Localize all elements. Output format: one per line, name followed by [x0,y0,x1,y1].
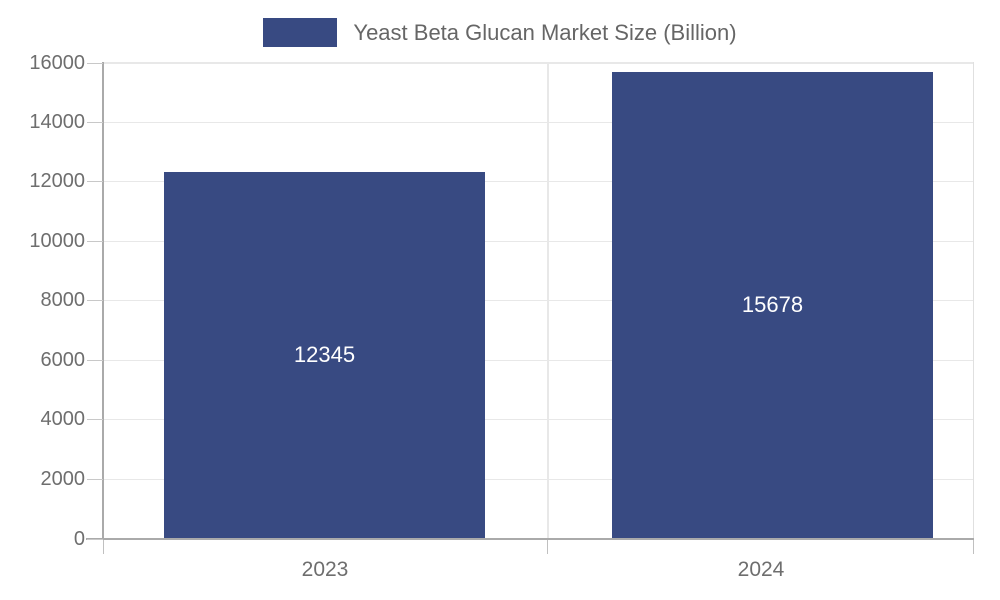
x-tick-mark-divider [547,540,548,554]
y-tick-label-0: 0 [73,528,85,550]
gridline-2000 [103,479,974,480]
y-tick-label-10000: 10000 [29,230,85,252]
x-tick-mark-right-edge [973,540,974,554]
gridline-6000 [103,360,974,361]
bar-value-2023: 12345 [293,342,356,367]
x-tick-label-2024: 2024 [737,558,785,581]
y-tick-mark-0 [87,539,103,540]
y-tick-mark-2000 [87,479,103,480]
y-tick-mark-14000 [87,122,103,123]
y-tick-14000: 14000 [0,110,85,134]
gridline-4000 [103,419,974,420]
y-tick-4000: 4000 [0,407,86,431]
y-tick-label-12000: 12000 [29,170,85,192]
y-tick-8000: 8000 [0,288,86,312]
x-axis-line [86,538,974,540]
chart-legend: Yeast Beta Glucan Market Size (Billion) [0,14,1000,50]
y-tick-mark-12000 [87,181,103,182]
gridline-14000 [103,122,974,123]
y-tick-10000: 10000 [0,229,85,253]
y-tick-label-6000: 6000 [40,349,86,371]
y-tick-mark-8000 [87,300,103,301]
gridline-12000 [103,181,974,182]
y-tick-mark-10000 [87,241,103,242]
y-tick-label-4000: 4000 [40,408,86,430]
legend-label-series-1[interactable]: Yeast Beta Glucan Market Size (Billion) [353,19,737,45]
gridline-10000 [103,241,974,242]
legend-swatch-series-1[interactable] [263,17,338,47]
plot-border-right [973,62,974,540]
y-tick-12000: 12000 [0,169,85,193]
y-tick-label-8000: 8000 [40,289,86,311]
y-tick-label-16000: 16000 [29,52,85,74]
bar-value-2024: 15678 [741,292,804,317]
gridline-8000 [103,300,974,301]
y-tick-mark-16000 [87,63,103,64]
y-axis-line [102,62,104,540]
y-tick-label-14000: 14000 [29,111,85,133]
y-tick-2000: 2000 [0,467,86,491]
bar-2024[interactable] [612,72,933,539]
x-tick-mark-left-edge [103,540,104,554]
gridline-category-divider [547,63,549,539]
y-tick-label-2000: 2000 [40,468,86,490]
plot-border-top [103,62,974,63]
x-tick-label-2023: 2023 [301,558,349,581]
gridline-16000 [103,63,974,64]
y-tick-6000: 6000 [0,348,86,372]
y-tick-0: 0 [0,527,85,551]
y-tick-mark-6000 [87,360,103,361]
y-tick-16000: 16000 [0,51,85,75]
y-tick-mark-4000 [87,419,103,420]
bar-2023[interactable] [164,172,485,539]
